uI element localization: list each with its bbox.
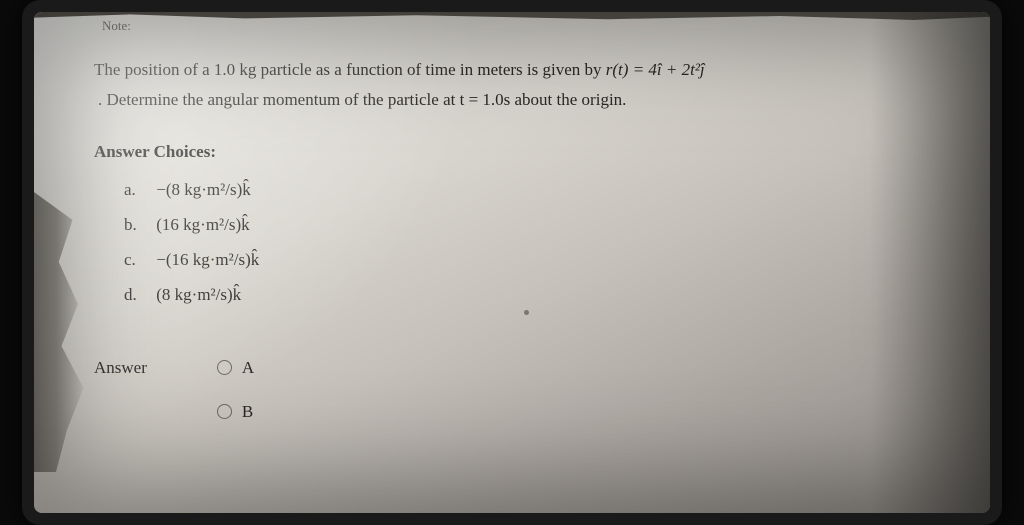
radio-group: A B bbox=[217, 358, 254, 422]
radio-label: B bbox=[242, 402, 253, 422]
page-screen: Note: The position of a 1.0 kg particle … bbox=[34, 12, 990, 513]
choice-d: d. (8 kg·m²/s)k̂ bbox=[124, 281, 920, 310]
choice-b: b. (16 kg·m²/s)k̂ bbox=[124, 211, 920, 240]
choice-a: a. −(8 kg·m²/s)k̂ bbox=[124, 176, 920, 205]
radio-circle-icon bbox=[217, 360, 232, 375]
choice-letter: c. bbox=[124, 246, 152, 275]
choice-letter: d. bbox=[124, 281, 152, 310]
choice-letter: a. bbox=[124, 176, 152, 205]
question-line2: . Determine the angular momentum of the … bbox=[94, 86, 920, 114]
question-line1-pre: The position of a 1.0 kg particle as a f… bbox=[94, 60, 606, 79]
answer-row: Answer A B bbox=[94, 358, 920, 422]
choice-c: c. −(16 kg·m²/s)k̂ bbox=[124, 246, 920, 275]
radio-option-a[interactable]: A bbox=[217, 358, 254, 378]
question-text: The position of a 1.0 kg particle as a f… bbox=[94, 56, 920, 114]
page-tear-left bbox=[34, 192, 89, 472]
question-equation: r(t) = 4î + 2t²ĵ bbox=[606, 60, 705, 79]
answer-label: Answer bbox=[94, 358, 147, 378]
choice-text: (16 kg·m²/s)k̂ bbox=[156, 215, 249, 234]
radio-label: A bbox=[242, 358, 254, 378]
answer-choices-heading: Answer Choices: bbox=[94, 142, 920, 162]
page-speck bbox=[524, 310, 529, 315]
cutoff-header-text: Note: bbox=[102, 18, 920, 34]
choice-letter: b. bbox=[124, 211, 152, 240]
device-frame: Note: The position of a 1.0 kg particle … bbox=[22, 0, 1002, 525]
radio-option-b[interactable]: B bbox=[217, 402, 254, 422]
choice-text: −(16 kg·m²/s)k̂ bbox=[156, 250, 259, 269]
radio-circle-icon bbox=[217, 404, 232, 419]
choice-text: (8 kg·m²/s)k̂ bbox=[156, 285, 241, 304]
choice-text: −(8 kg·m²/s)k̂ bbox=[156, 180, 250, 199]
answer-choices-list: a. −(8 kg·m²/s)k̂ b. (16 kg·m²/s)k̂ c. −… bbox=[94, 176, 920, 310]
